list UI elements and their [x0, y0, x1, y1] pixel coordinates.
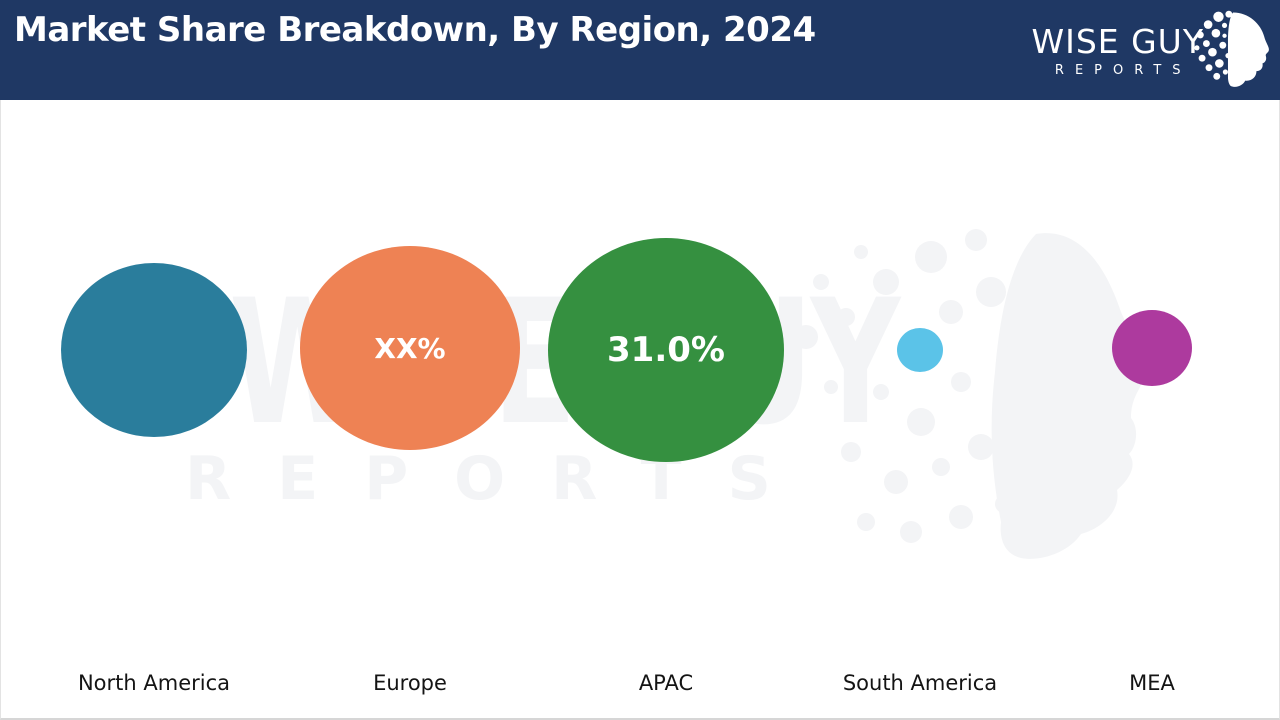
category-label-north-america: North America	[77, 671, 231, 695]
category-label-apac: APAC	[638, 671, 694, 695]
brand-logo-text: WISE GUY REPORTS	[1031, 22, 1204, 78]
page-title: Market Share Breakdown, By Region, 2024	[14, 10, 816, 50]
category-label-mea: MEA	[1129, 671, 1175, 695]
brand-head-icon	[1194, 10, 1269, 87]
bubble-south-america	[897, 328, 943, 372]
category-label-europe: Europe	[373, 671, 447, 695]
bubble-mea	[1112, 310, 1192, 386]
bubble-north-america	[61, 263, 247, 437]
brand-logo: WISE GUY REPORTS	[1031, 0, 1280, 96]
header-bar: Market Share Breakdown, By Region, 2024 …	[0, 0, 1280, 100]
watermark-head-graphic	[794, 229, 1143, 559]
bubble-value-label: 31.0%	[607, 330, 725, 370]
bubble-value-label: XX%	[374, 331, 446, 365]
brand-tagline: REPORTS	[1054, 63, 1192, 78]
category-label-south-america: South America	[842, 671, 998, 695]
bubble-europe: XX%	[300, 246, 520, 450]
brand-name: WISE GUY	[1031, 22, 1204, 61]
bubble-apac: 31.0%	[548, 238, 784, 462]
